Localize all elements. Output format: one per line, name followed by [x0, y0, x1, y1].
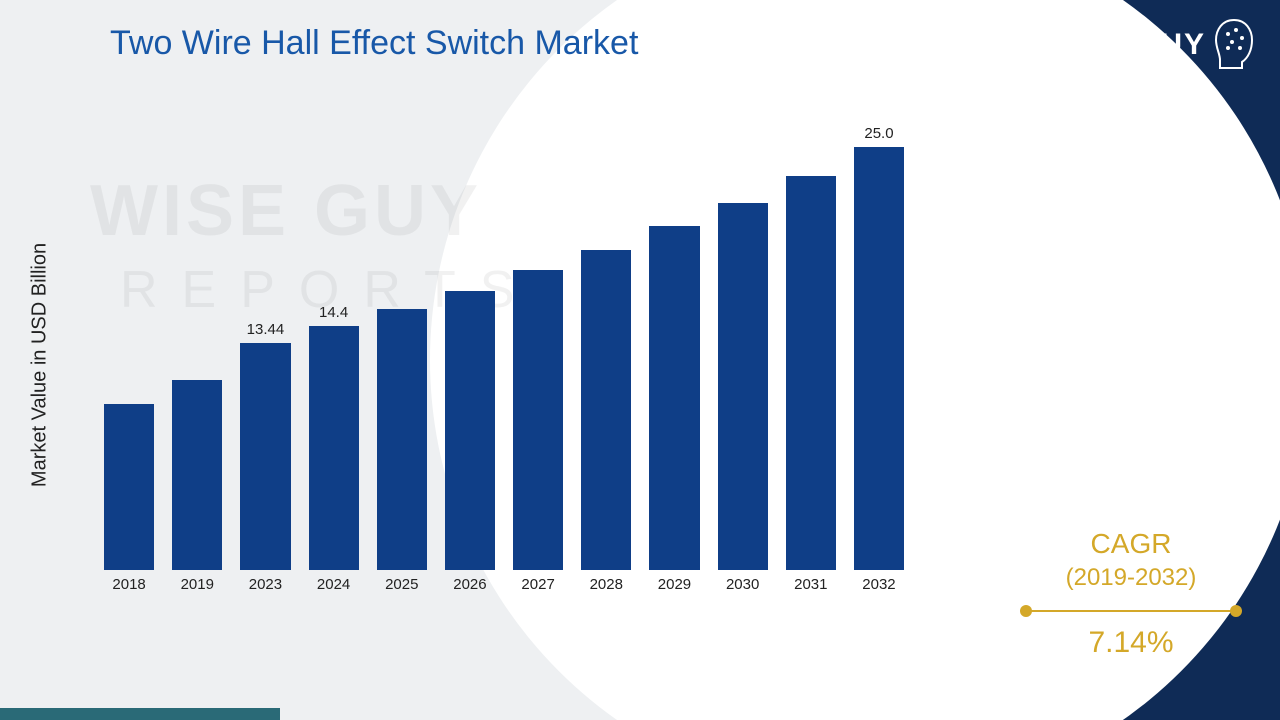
bar-value-label: 14.4: [319, 304, 348, 322]
x-tick-label: 2024: [309, 570, 359, 600]
bar: [786, 176, 836, 570]
logo-top-row: WISE GUY: [1016, 18, 1256, 72]
brand-logo: WISE GUY REPORTS: [1016, 18, 1256, 98]
chart-area: Market Value in USD Billion 13.4414.425.…: [40, 130, 910, 600]
bar: [718, 203, 768, 570]
bottom-accent-strip: [0, 708, 280, 720]
x-tick-label: 2030: [718, 570, 768, 600]
x-tick-label: 2025: [377, 570, 427, 600]
cagr-label: CAGR: [1006, 528, 1256, 560]
bar-wrap: [581, 228, 631, 570]
bar: [445, 291, 495, 570]
x-tick-label: 2028: [581, 570, 631, 600]
x-tick-label: 2032: [854, 570, 904, 600]
bar-wrap: [377, 287, 427, 570]
cagr-block: CAGR (2019-2032) 7.14%: [1006, 528, 1256, 660]
bar: [309, 326, 359, 570]
bar: [104, 404, 154, 570]
bar-wrap: [172, 358, 222, 570]
x-tick-label: 2019: [172, 570, 222, 600]
cagr-value: 7.14%: [1006, 626, 1256, 660]
x-tick-label: 2023: [240, 570, 290, 600]
bar: [513, 270, 563, 570]
x-tick-label: 2029: [649, 570, 699, 600]
head-icon: [1212, 18, 1256, 72]
bar: [854, 147, 904, 570]
bar: [240, 343, 290, 570]
bar: [581, 250, 631, 570]
cagr-divider: [1026, 610, 1236, 612]
bar: [649, 226, 699, 570]
x-tick-label: 2031: [786, 570, 836, 600]
bar-wrap: 25.0: [854, 125, 904, 570]
x-tick-label: 2027: [513, 570, 563, 600]
bar-wrap: [786, 154, 836, 570]
bar-wrap: [445, 269, 495, 570]
right-panel: WISE GUY REPORTS CAGR (2019-2032) 7.14%: [970, 0, 1280, 720]
x-axis-labels: 2018 2019 2023 2024 2025 2026 2027 2028 2029 2030…: [98, 570, 910, 600]
bar-wrap: 13.44: [240, 321, 290, 570]
bar: [172, 380, 222, 570]
bar-wrap: 14.4: [309, 304, 359, 570]
chart-title: Two Wire Hall Effect Switch Market: [110, 24, 638, 63]
bar-wrap: [718, 181, 768, 570]
logo-text-bottom: REPORTS: [1016, 74, 1256, 92]
page-root: WISE GUY REPORTS CAGR (2019-2032) 7.14% …: [0, 0, 1280, 720]
bar-wrap: [513, 248, 563, 570]
bar-value-label: 25.0: [864, 125, 893, 143]
cagr-period: (2019-2032): [1006, 564, 1256, 592]
bars-container: 13.4414.425.0: [98, 130, 910, 570]
plot-region: 13.4414.425.0: [98, 130, 910, 570]
bar: [377, 309, 427, 570]
bar-value-label: 13.44: [247, 321, 285, 339]
x-tick-label: 2026: [445, 570, 495, 600]
y-axis-label: Market Value in USD Billion: [29, 243, 52, 487]
bar-wrap: [649, 204, 699, 570]
x-tick-label: 2018: [104, 570, 154, 600]
bar-wrap: [104, 382, 154, 570]
logo-text-top: WISE GUY: [1040, 28, 1206, 62]
